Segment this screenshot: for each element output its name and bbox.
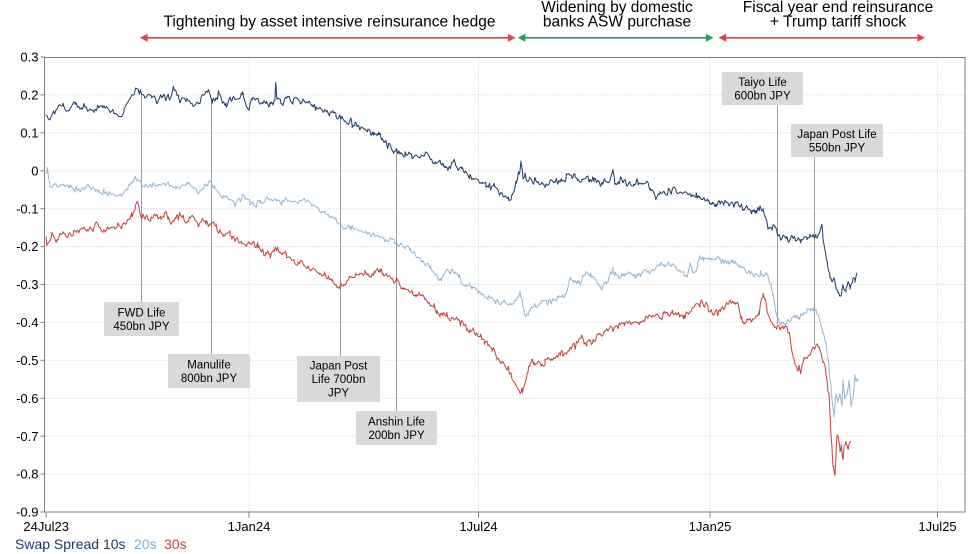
svg-text:0.3: 0.3 xyxy=(20,50,38,65)
svg-text:-0.2: -0.2 xyxy=(16,239,38,254)
svg-text:banks ASW purchase: banks ASW purchase xyxy=(543,14,691,31)
svg-text:0.2: 0.2 xyxy=(20,88,38,103)
svg-text:-0.6: -0.6 xyxy=(16,391,38,406)
svg-text:-0.7: -0.7 xyxy=(16,429,38,444)
svg-text:600bn JPY: 600bn JPY xyxy=(734,90,791,102)
svg-text:0: 0 xyxy=(31,163,38,178)
svg-text:-0.3: -0.3 xyxy=(16,277,38,292)
svg-text:Tightening by asset intensive: Tightening by asset intensive reinsuranc… xyxy=(163,14,495,31)
svg-text:Taiyo Life: Taiyo Life xyxy=(738,77,787,89)
svg-text:-0.9: -0.9 xyxy=(16,505,38,520)
svg-text:0.1: 0.1 xyxy=(20,125,38,140)
svg-text:-0.8: -0.8 xyxy=(16,467,38,482)
svg-text:JPY: JPY xyxy=(328,388,349,400)
svg-text:-0.4: -0.4 xyxy=(16,315,38,330)
svg-text:550bn JPY: 550bn JPY xyxy=(809,142,866,154)
svg-text:Fiscal year end reinsurance: Fiscal year end reinsurance xyxy=(743,0,933,16)
svg-text:450bn JPY: 450bn JPY xyxy=(113,321,170,333)
svg-text:Widening by domestic: Widening by domestic xyxy=(541,0,693,16)
svg-text:FWD Life: FWD Life xyxy=(118,307,166,319)
svg-text:Japan Post: Japan Post xyxy=(310,361,368,373)
svg-text:Japan Post Life: Japan Post Life xyxy=(797,129,876,141)
svg-text:800bn JPY: 800bn JPY xyxy=(181,373,238,385)
svg-text:Anshin Life: Anshin Life xyxy=(368,416,425,428)
svg-text:-0.1: -0.1 xyxy=(16,201,38,216)
svg-text:200bn JPY: 200bn JPY xyxy=(368,430,425,442)
svg-text:20s: 20s xyxy=(134,536,157,552)
svg-text:Manulife: Manulife xyxy=(187,359,230,371)
svg-text:24Jul23: 24Jul23 xyxy=(23,519,69,534)
svg-text:1Jan25: 1Jan25 xyxy=(689,519,732,534)
svg-text:Swap Spread 10s: Swap Spread 10s xyxy=(15,536,126,552)
svg-text:-0.5: -0.5 xyxy=(16,353,38,368)
svg-text:1Jul25: 1Jul25 xyxy=(918,519,956,534)
svg-text:+ Trump tariff shock: + Trump tariff shock xyxy=(770,14,907,31)
svg-text:1Jul24: 1Jul24 xyxy=(459,519,497,534)
svg-text:Life 700bn: Life 700bn xyxy=(312,374,366,386)
svg-text:1Jan24: 1Jan24 xyxy=(228,519,271,534)
svg-text:30s: 30s xyxy=(164,536,187,552)
